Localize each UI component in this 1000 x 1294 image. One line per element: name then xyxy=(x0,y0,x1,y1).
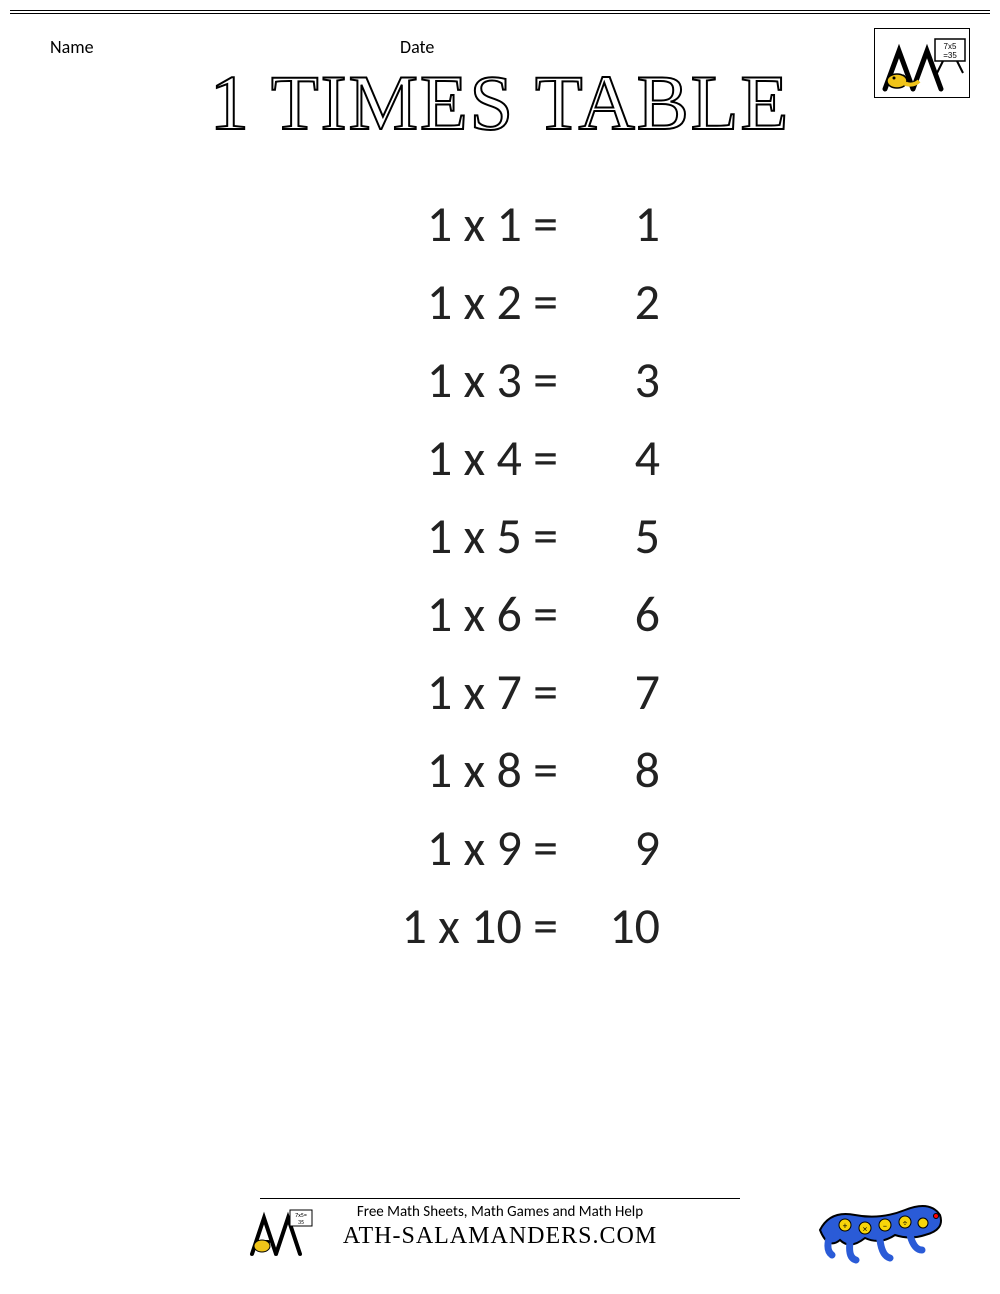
equation-lhs: 1 x 2 = xyxy=(340,278,570,328)
equation-lhs: 1 x 10 = xyxy=(340,902,570,952)
svg-text:7x5: 7x5 xyxy=(944,42,957,51)
svg-text:+: + xyxy=(843,1221,848,1232)
equation-row: 1 x 2 =2 xyxy=(340,278,660,328)
equation-row: 1 x 5 =5 xyxy=(340,512,660,562)
equation-lhs: 1 x 9 = xyxy=(340,824,570,874)
equation-lhs: 1 x 5 = xyxy=(340,512,570,562)
footer-rule xyxy=(260,1198,740,1199)
equation-row: 1 x 10 =10 xyxy=(340,902,660,952)
equation-row: 1 x 1 =1 xyxy=(340,200,660,250)
equation-row: 1 x 9 =9 xyxy=(340,824,660,874)
equation-rhs: 7 xyxy=(570,668,660,718)
equation-row: 1 x 4 =4 xyxy=(340,434,660,484)
equation-row: 1 x 8 =8 xyxy=(340,746,660,796)
salamander-icon: + × − ÷ xyxy=(810,1180,950,1270)
equation-lhs: 1 x 4 = xyxy=(340,434,570,484)
page-title: 1 TIMES TABLE xyxy=(0,58,1000,148)
equation-rhs: 1 xyxy=(570,200,660,250)
equation-lhs: 1 x 3 = xyxy=(340,356,570,406)
top-rule xyxy=(10,10,990,14)
times-table: 1 x 1 =11 x 2 =21 x 3 =31 x 4 =41 x 5 =5… xyxy=(0,200,1000,952)
equation-row: 1 x 7 =7 xyxy=(340,668,660,718)
name-label: Name xyxy=(50,36,400,58)
svg-text:÷: ÷ xyxy=(903,1218,908,1229)
equation-lhs: 1 x 6 = xyxy=(340,590,570,640)
equation-rhs: 3 xyxy=(570,356,660,406)
equation-rhs: 9 xyxy=(570,824,660,874)
equation-lhs: 1 x 1 = xyxy=(340,200,570,250)
equation-rhs: 6 xyxy=(570,590,660,640)
equation-lhs: 1 x 7 = xyxy=(340,668,570,718)
equation-rhs: 8 xyxy=(570,746,660,796)
equation-rhs: 2 xyxy=(570,278,660,328)
svg-text:−: − xyxy=(883,1221,887,1232)
equation-row: 1 x 3 =3 xyxy=(340,356,660,406)
equation-rhs: 5 xyxy=(570,512,660,562)
equation-row: 1 x 6 =6 xyxy=(340,590,660,640)
svg-text:×: × xyxy=(863,1224,868,1235)
worksheet-header: Name Date xyxy=(50,36,950,58)
equation-rhs: 4 xyxy=(570,434,660,484)
equation-rhs: 10 xyxy=(570,902,660,952)
equation-lhs: 1 x 8 = xyxy=(340,746,570,796)
date-label: Date xyxy=(400,36,434,58)
